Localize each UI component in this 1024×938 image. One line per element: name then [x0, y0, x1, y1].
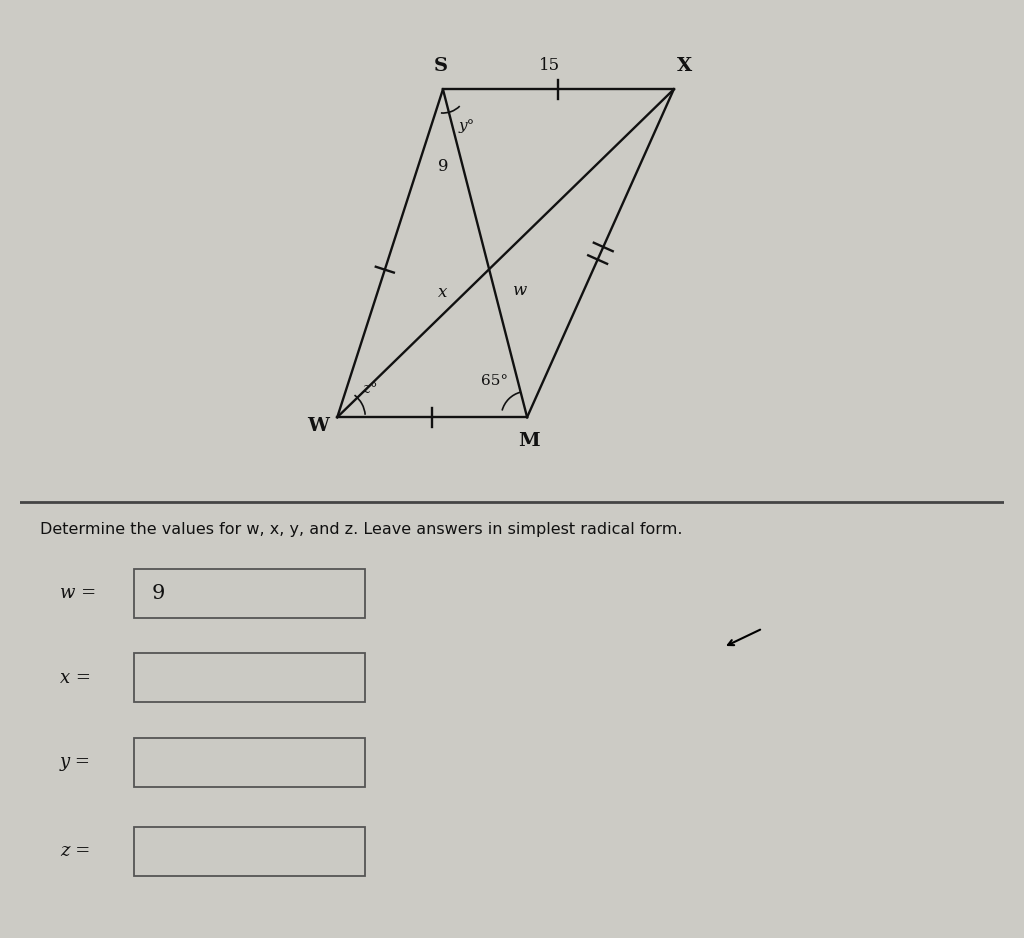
Bar: [133, 568, 365, 618]
Bar: [133, 826, 365, 876]
Text: W: W: [307, 416, 329, 435]
Text: z°: z°: [361, 382, 378, 396]
Text: z =: z =: [59, 842, 90, 860]
Text: Determine the values for w, x, y, and z. Leave answers in simplest radical form.: Determine the values for w, x, y, and z.…: [40, 522, 683, 537]
Text: M: M: [518, 432, 540, 450]
Text: X: X: [677, 56, 692, 74]
Text: S: S: [434, 56, 447, 74]
Bar: [133, 653, 365, 703]
Text: 15: 15: [540, 57, 560, 74]
Text: y =: y =: [59, 753, 91, 771]
Bar: [133, 737, 365, 787]
Text: 9: 9: [438, 159, 449, 175]
Text: w =: w =: [59, 584, 96, 602]
Text: 65°: 65°: [481, 373, 508, 387]
Text: y°: y°: [459, 119, 475, 133]
Text: 9: 9: [152, 583, 165, 603]
Text: x: x: [438, 284, 447, 301]
Text: w: w: [513, 282, 526, 299]
Text: x =: x =: [59, 669, 91, 687]
